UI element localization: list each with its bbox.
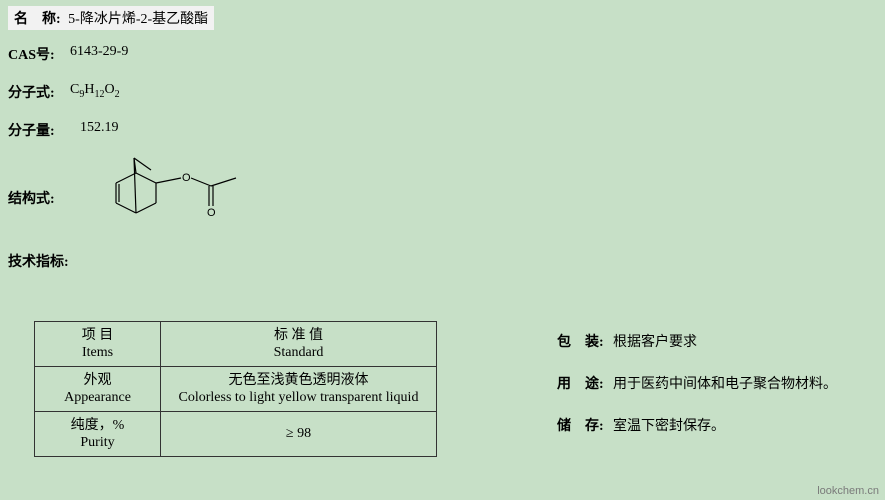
formula-value: C9H12O2 [66,82,120,100]
table-row: 纯度，% Purity ≥ 98 [35,412,437,457]
formula-label: 分子式: [8,82,66,102]
r0c1-en: Appearance [64,390,131,405]
r1c1-en: Purity [80,435,114,450]
watermark: lookchem.cn [817,485,879,497]
structure-field: 结构式: O [0,158,885,233]
bottom-area: 项 目 Items 标 准 值 Standard 外观 Appearance 无… [0,321,885,457]
storage-field: 储 存: 室温下密封保存。 [557,415,837,435]
right-info: 包 装: 根据客户要求 用 途: 用于医药中间体和电子聚合物材料。 储 存: 室… [557,321,837,457]
th1-cn: 项 目 [82,328,114,343]
cas-value: 6143-29-9 [66,44,128,60]
table-row: 外观 Appearance 无色至浅黄色透明液体 Colorless to li… [35,367,437,412]
svg-text:O: O [182,172,191,184]
structure-label: 结构式: [8,158,66,208]
package-value: 根据客户要求 [613,331,697,351]
mw-value: 152.19 [66,120,119,136]
spec-table: 项 目 Items 标 准 值 Standard 外观 Appearance 无… [34,321,437,457]
mw-field: 分子量: 152.19 [0,120,885,140]
usage-field: 用 途: 用于医药中间体和电子聚合物材料。 [557,373,837,393]
name-value: 5-降冰片烯-2-基乙酸酯 [64,12,208,27]
cas-field: CAS号: 6143-29-9 [0,44,885,64]
name-label: 名 称: [14,12,61,27]
storage-value: 室温下密封保存。 [613,415,725,435]
r0c2-en: Colorless to light yellow transparent li… [179,390,419,405]
usage-value: 用于医药中间体和电子聚合物材料。 [613,373,837,393]
th2-cn: 标 准 值 [274,328,323,343]
formula-field: 分子式: C9H12O2 [0,82,885,102]
svg-text:O: O [207,207,216,219]
name-field: 名 称: 5-降冰片烯-2-基乙酸酯 [0,0,885,30]
mw-label: 分子量: [8,120,66,140]
r1c2-cn: ≥ 98 [286,426,311,441]
cas-label: CAS号: [8,44,66,64]
usage-label: 用 途: [557,373,613,393]
package-label: 包 装: [557,331,613,351]
package-field: 包 装: 根据客户要求 [557,331,837,351]
r1c1-cn: 纯度，% [71,418,125,433]
tech-label: 技术指标: [8,255,69,270]
th1-en: Items [82,345,113,360]
structure-diagram: O O [96,148,276,233]
th2-en: Standard [274,345,324,360]
r0c2-cn: 无色至浅黄色透明液体 [229,373,369,388]
storage-label: 储 存: [557,415,613,435]
tech-field: 技术指标: [0,251,885,271]
table-header-row: 项 目 Items 标 准 值 Standard [35,322,437,367]
r0c1-cn: 外观 [84,373,112,388]
